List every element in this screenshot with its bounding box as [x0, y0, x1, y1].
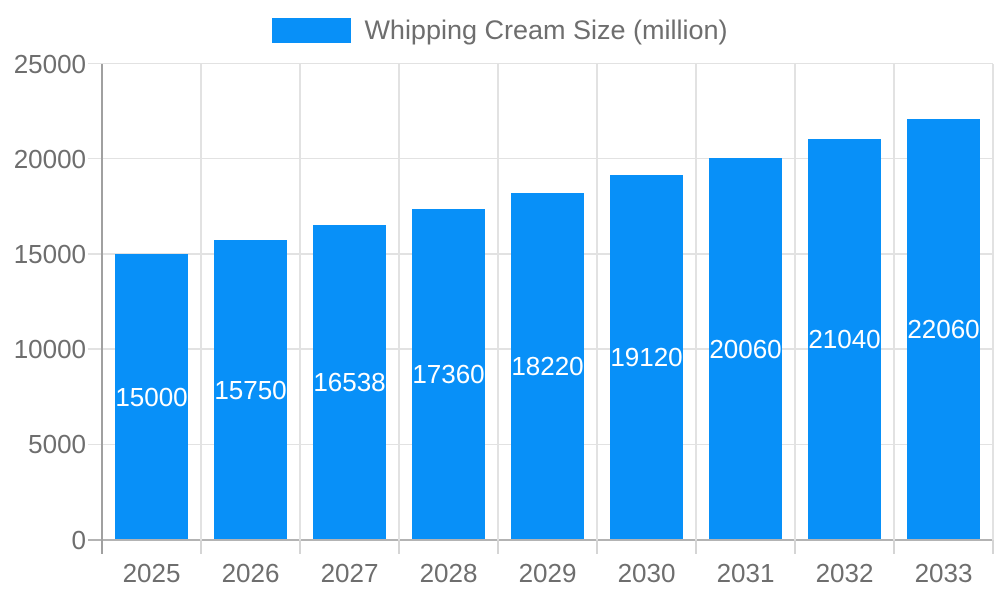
bar: [115, 253, 188, 540]
x-tick: [200, 539, 202, 554]
x-tick: [596, 539, 598, 554]
bar: [412, 208, 485, 540]
gridline: [398, 63, 400, 540]
x-tick-label: 2027: [320, 558, 379, 588]
x-tick: [398, 539, 400, 554]
x-tick: [992, 539, 994, 554]
bar-value-label: 15750: [214, 374, 287, 405]
y-tick-label: 20000: [13, 143, 86, 174]
gridline: [992, 63, 994, 540]
gridline: [695, 63, 697, 540]
y-tick-label: 15000: [13, 238, 86, 269]
x-tick-label: 2033: [914, 558, 973, 588]
bar: [808, 138, 881, 540]
bar-value-label: 20060: [709, 333, 782, 364]
gridline: [299, 63, 301, 540]
x-tick-label: 2025: [122, 558, 181, 588]
bar-value-label: 22060: [907, 314, 980, 345]
bar-value-label: 17360: [412, 359, 485, 390]
bar: [511, 192, 584, 540]
x-tick: [695, 539, 697, 554]
x-axis-line: [88, 538, 993, 541]
y-tick-label: 0: [71, 524, 86, 555]
bar: [610, 175, 683, 540]
x-tick-label: 2026: [221, 558, 280, 588]
x-tick: [299, 539, 301, 554]
x-tick-label: 2031: [716, 558, 775, 588]
bar-value-label: 15000: [115, 381, 188, 412]
legend[interactable]: Whipping Cream Size (million): [0, 14, 1000, 45]
bar-value-label: 21040: [808, 324, 881, 355]
x-tick-label: 2032: [815, 558, 874, 588]
bar-value-label: 18220: [511, 351, 584, 382]
gridline: [497, 63, 499, 540]
x-tick: [893, 539, 895, 554]
gridline: [88, 62, 993, 65]
y-tick-label: 5000: [28, 429, 86, 460]
y-axis-line: [100, 63, 103, 554]
gridline: [88, 157, 993, 160]
legend-swatch: [272, 17, 352, 43]
bar-value-label: 16538: [313, 367, 386, 398]
bar: [313, 224, 386, 540]
x-tick-label: 2029: [518, 558, 577, 588]
gridline: [794, 63, 796, 540]
y-tick-label: 10000: [13, 334, 86, 365]
gridline: [893, 63, 895, 540]
x-tick-label: 2030: [617, 558, 676, 588]
x-tick: [794, 539, 796, 554]
bar: [214, 239, 287, 540]
bar: [709, 157, 782, 540]
bar: [907, 119, 980, 540]
gridline: [200, 63, 202, 540]
legend-label: Whipping Cream Size (million): [364, 14, 728, 45]
y-tick-label: 25000: [13, 48, 86, 79]
bar-value-label: 19120: [610, 342, 683, 373]
x-tick: [497, 539, 499, 554]
x-tick-label: 2028: [419, 558, 478, 588]
gridline: [596, 63, 598, 540]
